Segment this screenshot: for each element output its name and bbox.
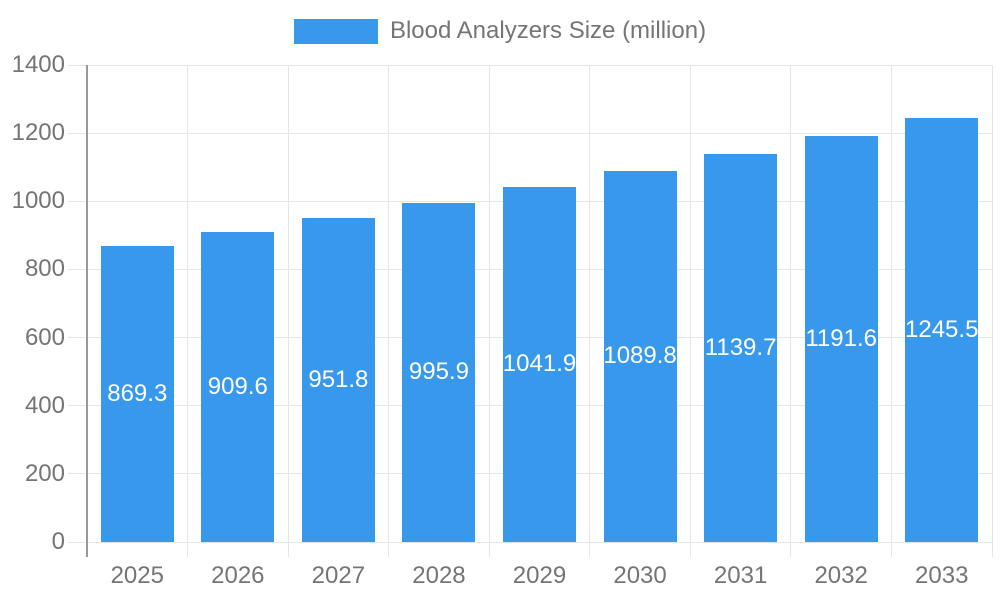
x-tick-label: 2033 <box>915 562 969 589</box>
bar-value-label: 1041.9 <box>502 350 577 378</box>
y-tick <box>68 132 87 134</box>
y-tick-label: 600 <box>24 323 65 351</box>
y-gridline <box>87 64 992 66</box>
x-gridline <box>991 65 993 542</box>
x-tick <box>488 542 490 557</box>
bar[interactable]: 1191.6 <box>804 136 878 542</box>
x-tick-label: 2029 <box>512 562 567 589</box>
bar[interactable]: 995.9 <box>402 202 476 542</box>
y-tick-label: 0 <box>51 528 65 555</box>
y-axis-line <box>86 65 88 557</box>
x-tick-label: 2025 <box>110 562 164 589</box>
x-gridline <box>790 65 792 542</box>
x-tick <box>890 542 892 557</box>
y-tick <box>68 200 87 202</box>
y-tick-label: 1200 <box>11 119 65 147</box>
legend-item[interactable]: Blood Analyzers Size (million) <box>293 17 707 45</box>
x-tick-label: 2032 <box>814 562 868 589</box>
bar-value-label: 995.9 <box>408 358 469 386</box>
x-tick <box>689 542 691 557</box>
x-gridline <box>187 65 189 542</box>
bar-value-label: 1245.5 <box>905 315 979 343</box>
x-tick-label: 2027 <box>311 562 366 589</box>
y-gridline <box>87 132 992 134</box>
y-tick-label: 800 <box>24 255 65 283</box>
x-gridline <box>488 65 490 542</box>
x-tick <box>388 542 390 557</box>
x-gridline <box>388 65 390 542</box>
y-tick <box>68 541 87 543</box>
x-tick <box>287 542 289 557</box>
y-tick <box>68 473 87 475</box>
legend: Blood Analyzers Size (million) <box>0 17 1000 45</box>
y-tick <box>68 337 87 339</box>
x-gridline <box>287 65 289 542</box>
x-tick-label: 2030 <box>613 562 667 589</box>
x-tick <box>991 542 993 557</box>
y-tick-label: 1000 <box>11 187 65 215</box>
bar-value-label: 951.8 <box>308 365 369 393</box>
y-tick <box>68 268 87 270</box>
bar[interactable]: 1245.5 <box>905 117 979 542</box>
legend-label: Blood Analyzers Size (million) <box>389 17 707 44</box>
x-tick <box>589 542 591 557</box>
y-tick-label: 400 <box>24 391 65 419</box>
x-gridline <box>589 65 591 542</box>
x-gridline <box>890 65 892 542</box>
legend-swatch-icon <box>293 18 378 44</box>
bar-value-label: 909.6 <box>207 373 268 401</box>
x-tick <box>790 542 792 557</box>
x-tick-label: 2028 <box>412 562 466 589</box>
y-tick <box>68 405 87 407</box>
x-tick-label: 2026 <box>211 562 265 589</box>
bar-value-label: 1139.7 <box>704 333 777 361</box>
y-tick-label: 1400 <box>11 51 65 78</box>
y-gridline <box>87 541 992 543</box>
bar-value-label: 869.3 <box>107 379 168 407</box>
plot-area: 0 200 400 600 800 1000 1200 1400 869.3 2025 909.6 2… <box>12 51 993 589</box>
bar[interactable]: 951.8 <box>301 217 375 542</box>
bar-value-label: 1089.8 <box>603 342 677 370</box>
x-tick-label: 2031 <box>713 562 768 589</box>
x-tick <box>187 542 189 557</box>
bar[interactable]: 1089.8 <box>603 170 677 542</box>
bar[interactable]: 909.6 <box>201 232 275 542</box>
bar-value-label: 1191.6 <box>805 324 877 352</box>
y-tick-label: 200 <box>24 459 65 487</box>
x-gridline <box>689 65 691 542</box>
bar[interactable]: 1139.7 <box>704 153 778 542</box>
bar[interactable]: 869.3 <box>100 245 174 542</box>
y-tick <box>68 64 87 66</box>
bar[interactable]: 1041.9 <box>503 187 576 542</box>
